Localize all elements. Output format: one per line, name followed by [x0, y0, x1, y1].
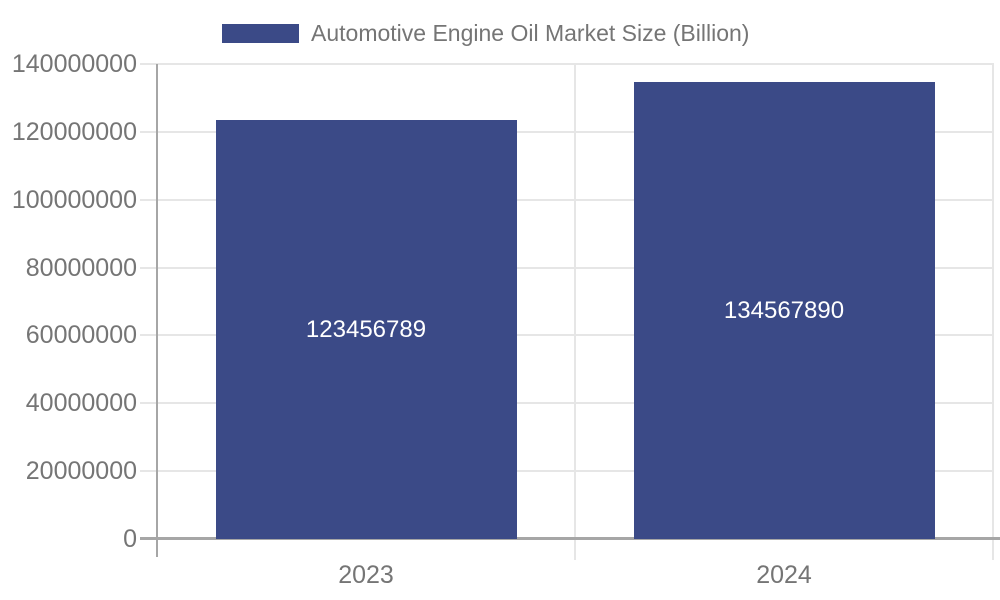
y-gridline: [140, 198, 994, 201]
y-gridline: [140, 266, 994, 269]
y-axis-tick-label: 60000000: [25, 321, 137, 350]
y-gridline: [140, 334, 994, 337]
y-gridline: [140, 470, 994, 473]
y-axis-tick-label: 20000000: [25, 457, 137, 486]
bar-value-label: 134567890: [723, 296, 845, 324]
x-gridline: [992, 64, 994, 560]
x-axis-tick-label: 2024: [756, 561, 812, 589]
y-axis-tick-label: 80000000: [25, 253, 137, 282]
y-axis-tick-label: 140000000: [11, 50, 137, 78]
legend-label: Automotive Engine Oil Market Size (Billi…: [311, 20, 750, 46]
legend-swatch: [222, 24, 299, 43]
y-axis-tick-label: 0: [123, 525, 137, 553]
bar-2024[interactable]: [633, 82, 935, 539]
x-gridline: [574, 64, 576, 560]
y-axis-tick-label: 120000000: [11, 117, 137, 146]
bar-value-label: 123456789: [305, 315, 427, 343]
x-axis-tick-label: 2023: [338, 561, 394, 589]
y-gridline: [140, 402, 994, 405]
y-gridline: [140, 130, 994, 133]
y-axis-tick-label: 40000000: [25, 389, 137, 418]
x-axis-line: [140, 537, 1000, 540]
y-axis-line: [156, 64, 158, 557]
legend: Automotive Engine Oil Market Size (Billi…: [0, 0, 1000, 56]
y-gridline: [140, 63, 994, 65]
y-axis-tick-label: 100000000: [11, 185, 137, 214]
bar-2023[interactable]: [215, 120, 517, 539]
